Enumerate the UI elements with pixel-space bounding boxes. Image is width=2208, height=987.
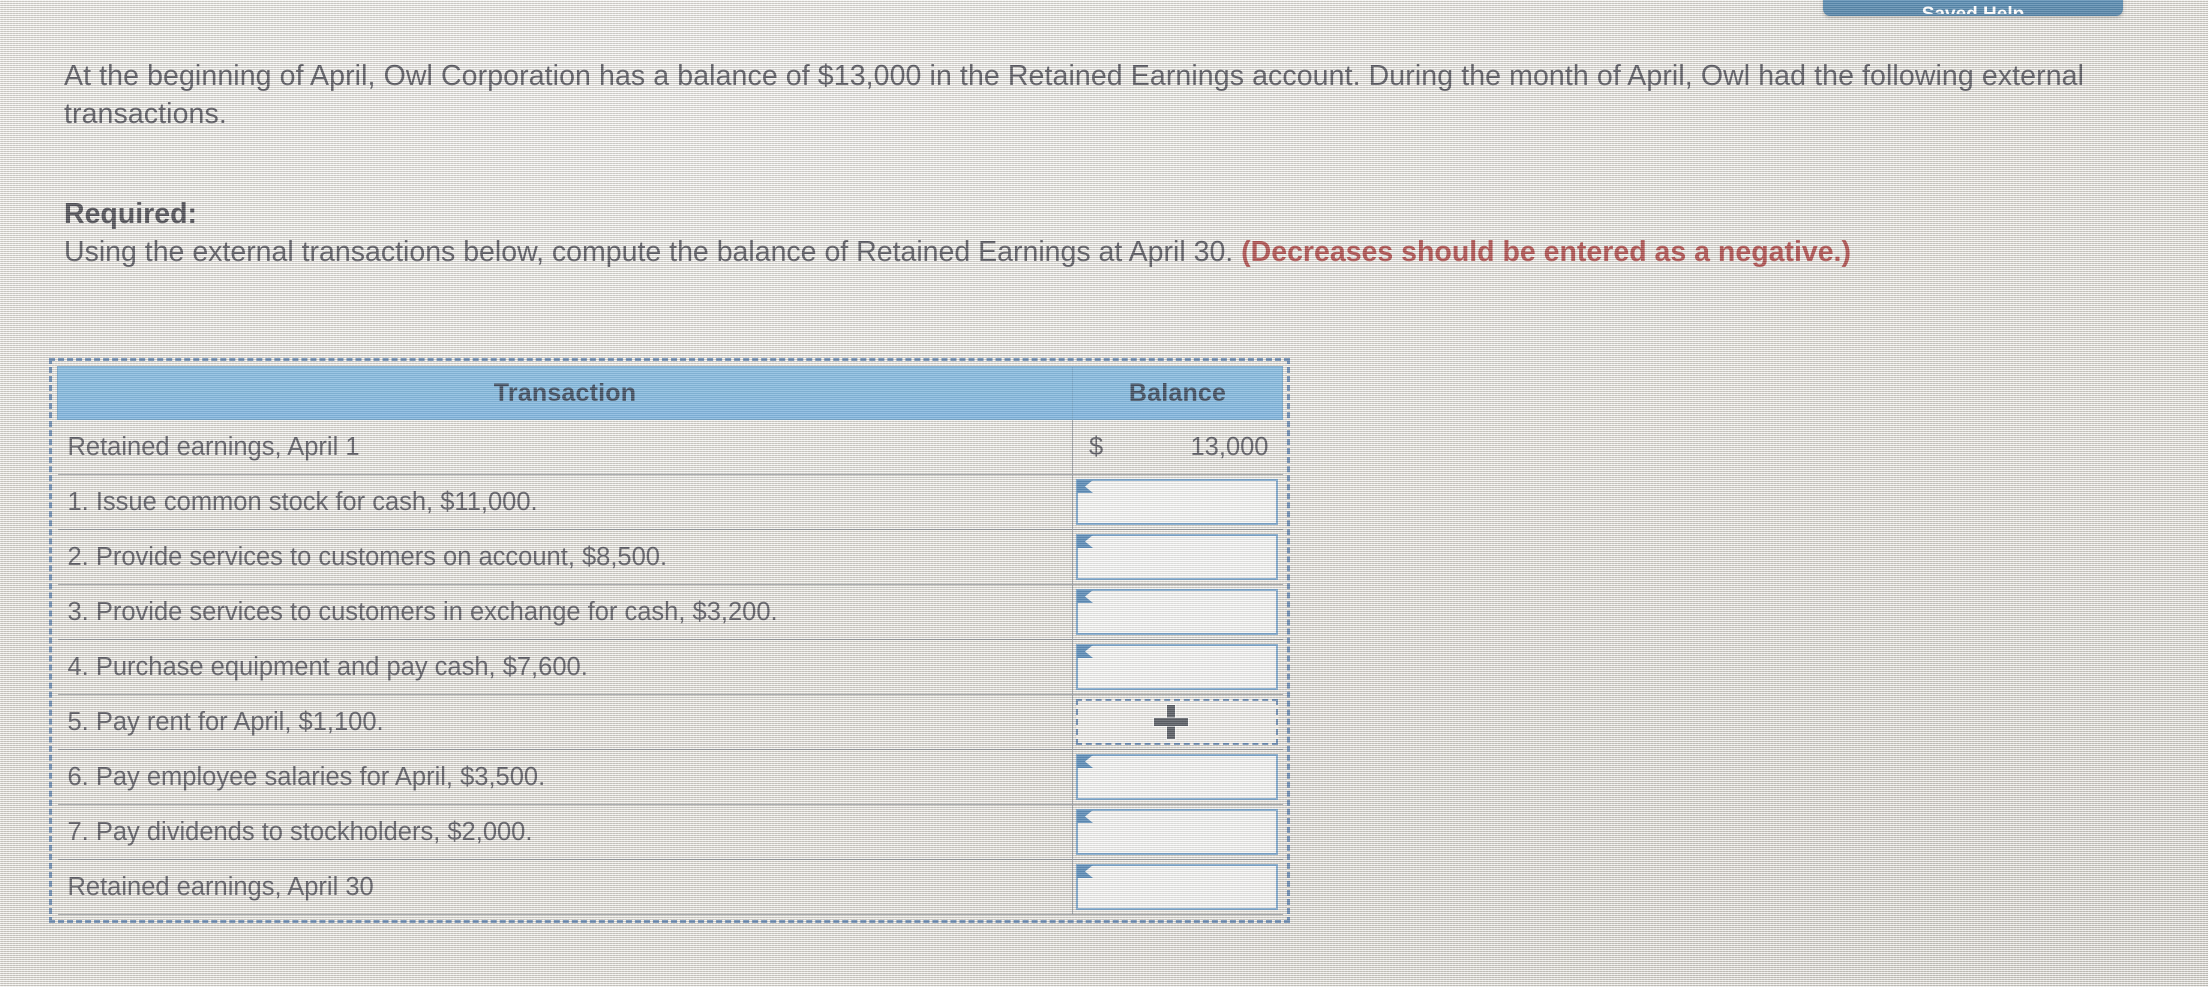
required-section: Required: Using the external transaction… xyxy=(64,196,2144,272)
balance-input-2[interactable] xyxy=(1076,534,1278,580)
transaction-label: Retained earnings, April 1 xyxy=(57,419,1073,475)
transaction-table-container[interactable]: Transaction Balance Retained earnings, A… xyxy=(49,358,1290,923)
balance-cell[interactable] xyxy=(1072,749,1283,805)
table-row: 6. Pay employee salaries for April, $3,5… xyxy=(57,749,1283,805)
balance-cell-static: $ 13,000 xyxy=(1072,419,1283,475)
balance-input-5[interactable] xyxy=(1076,699,1278,745)
transaction-label: 1. Issue common stock for cash, $11,000. xyxy=(57,474,1073,530)
top-right-blue-button[interactable]: Saved Help xyxy=(1823,0,2123,16)
cell-flag-icon xyxy=(1077,755,1093,768)
balance-cell[interactable] xyxy=(1072,859,1283,915)
transaction-label: 7. Pay dividends to stockholders, $2,000… xyxy=(57,804,1073,860)
cell-flag-icon xyxy=(1077,865,1093,878)
table-row: 5. Pay rent for April, $1,100. xyxy=(57,694,1283,750)
table-row: Retained earnings, April 30 xyxy=(57,859,1283,915)
required-label: Required: xyxy=(64,198,198,230)
table-header-row: Transaction Balance xyxy=(57,366,1283,420)
cell-flag-icon xyxy=(1077,590,1093,603)
table-row: 7. Pay dividends to stockholders, $2,000… xyxy=(57,804,1283,860)
balance-input-1[interactable] xyxy=(1076,479,1278,525)
balance-cell[interactable] xyxy=(1072,804,1283,860)
balance-cell[interactable] xyxy=(1072,529,1283,585)
transaction-label: 4. Purchase equipment and pay cash, $7,6… xyxy=(57,639,1073,695)
balance-cell[interactable] xyxy=(1072,474,1283,530)
balance-input-4[interactable] xyxy=(1076,644,1278,690)
column-header-balance: Balance xyxy=(1072,366,1283,420)
table-row: Retained earnings, April 1 $ 13,000 xyxy=(57,419,1283,475)
table-row: 1. Issue common stock for cash, $11,000. xyxy=(57,474,1283,530)
problem-statement: At the beginning of April, Owl Corporati… xyxy=(64,60,2085,130)
balance-input-6[interactable] xyxy=(1076,754,1278,800)
cell-flag-icon xyxy=(1077,480,1093,493)
currency-symbol: $ xyxy=(1089,432,1104,461)
required-instruction-text: Using the external transactions below, c… xyxy=(64,235,1242,268)
balance-cell[interactable] xyxy=(1072,639,1283,695)
plus-crosshair-cursor-icon xyxy=(1154,705,1188,739)
balance-input-total[interactable] xyxy=(1076,864,1278,910)
transaction-label: 5. Pay rent for April, $1,100. xyxy=(57,694,1073,750)
transaction-label: 6. Pay employee salaries for April, $3,5… xyxy=(57,749,1073,805)
cell-flag-icon xyxy=(1077,535,1093,548)
balance-input-3[interactable] xyxy=(1076,589,1278,635)
table-row: 2. Provide services to customers on acco… xyxy=(57,529,1283,585)
balance-cell[interactable] xyxy=(1072,584,1283,640)
top-right-blue-button-label: Saved Help xyxy=(1823,4,2123,14)
cell-flag-icon xyxy=(1077,645,1093,658)
table-row: 4. Purchase equipment and pay cash, $7,6… xyxy=(57,639,1283,695)
required-emphasis-text: (Decreases should be entered as a negati… xyxy=(1241,235,1851,268)
balance-cell[interactable] xyxy=(1072,694,1283,750)
column-header-transaction: Transaction xyxy=(57,366,1073,420)
table-row: 3. Provide services to customers in exch… xyxy=(57,584,1283,640)
transaction-label: 3. Provide services to customers in exch… xyxy=(57,584,1073,640)
transaction-label: 2. Provide services to customers on acco… xyxy=(57,529,1073,585)
transaction-label: Retained earnings, April 30 xyxy=(57,859,1073,915)
balance-input-7[interactable] xyxy=(1076,809,1278,855)
transaction-table: Transaction Balance Retained earnings, A… xyxy=(57,366,1283,915)
cell-flag-icon xyxy=(1077,810,1093,823)
balance-amount: 13,000 xyxy=(1190,432,1269,461)
